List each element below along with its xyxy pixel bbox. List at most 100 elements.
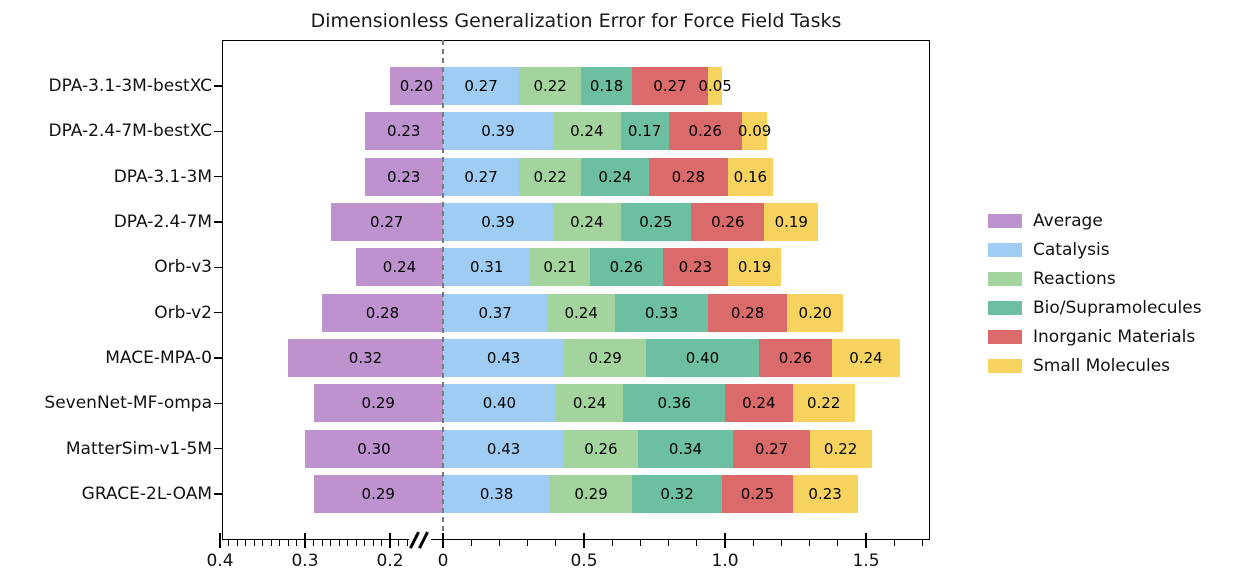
x-minor-tick xyxy=(296,540,297,546)
x-tick-label: 1.5 xyxy=(852,551,880,571)
bar-segment-catalysis xyxy=(443,248,531,287)
bar-value-label: 0.24 xyxy=(382,258,417,277)
legend-item: Average xyxy=(988,206,1202,235)
bar-segment-inorganic-materials xyxy=(631,67,709,105)
x-minor-tick xyxy=(338,540,340,546)
bar-segment-catalysis xyxy=(443,157,520,196)
bar-segment-average xyxy=(288,338,443,377)
bar-value-label: 0.26 xyxy=(688,122,722,141)
x-minor-tick xyxy=(498,540,500,546)
x-minor-tick xyxy=(837,540,839,546)
x-major-tick xyxy=(442,533,444,548)
bar-value-label: 0.38 xyxy=(479,484,514,503)
bar-value-label: 0.28 xyxy=(671,167,706,186)
bar-value-label: 0.26 xyxy=(584,439,618,458)
legend-swatch xyxy=(988,213,1022,228)
bar-value-label: 0.19 xyxy=(774,212,808,231)
bar-segment-inorganic-materials xyxy=(733,429,810,468)
x-major-tick xyxy=(583,533,585,548)
bar-segment-average xyxy=(390,67,443,105)
x-minor-tick xyxy=(611,540,613,546)
x-minor-tick xyxy=(921,540,923,546)
bar-value-label: 0.20 xyxy=(798,303,832,322)
y-tick-label: MACE-MPA-0 xyxy=(105,347,212,368)
bar-value-label: 0.25 xyxy=(639,212,673,231)
bar-value-label: 0.22 xyxy=(533,167,567,186)
bar-segment-inorganic-materials xyxy=(662,248,728,287)
bar-segment-catalysis xyxy=(443,293,548,332)
x-minor-tick xyxy=(470,540,472,546)
bar-segment-catalysis xyxy=(443,112,553,151)
x-minor-tick xyxy=(355,540,357,546)
y-tick-label: GRACE-2L-OAM xyxy=(81,483,212,504)
bar-segment-reactions xyxy=(555,384,624,423)
legend-item: Reactions xyxy=(988,264,1202,293)
bar-value-label: 0.22 xyxy=(533,77,567,95)
bar-value-label: 0.21 xyxy=(543,258,577,277)
bar-value-label: 0.24 xyxy=(849,348,883,367)
x-minor-tick xyxy=(236,540,238,546)
y-tick-label: Orb-v3 xyxy=(154,257,212,278)
bar-value-label: 0.43 xyxy=(486,348,521,367)
y-tick-mark xyxy=(214,447,222,450)
y-tick-label: Orb-v2 xyxy=(154,302,212,323)
y-tick-mark xyxy=(214,266,222,269)
bar-segment-bio-supramolecules xyxy=(637,429,734,468)
x-tick-label: 0.5 xyxy=(570,551,598,571)
bar-segment-small-molecules xyxy=(832,338,900,377)
bar-segment-inorganic-materials xyxy=(648,157,728,196)
x-major-tick xyxy=(219,533,221,548)
bar-value-label: 0.23 xyxy=(808,484,842,503)
bar-value-label: 0.27 xyxy=(653,77,687,95)
bar-segment-reactions xyxy=(564,338,647,377)
bar-value-label: 0.28 xyxy=(730,303,765,322)
bar-value-label: 0.29 xyxy=(574,484,608,503)
plot-area xyxy=(222,40,930,540)
y-tick-mark xyxy=(214,402,222,405)
bar-segment-reactions xyxy=(564,429,638,468)
axis-break-gap xyxy=(409,538,431,542)
bar-segment-bio-supramolecules xyxy=(581,157,649,196)
legend-label: Inorganic Materials xyxy=(1033,326,1196,347)
bar-value-label: 0.37 xyxy=(478,303,512,322)
x-minor-tick xyxy=(893,540,895,546)
bar-value-label: 0.43 xyxy=(486,439,521,458)
x-minor-tick xyxy=(372,540,374,546)
bar-segment-bio-supramolecules xyxy=(581,67,632,105)
bar-value-label: 0.24 xyxy=(570,212,604,231)
bar-segment-inorganic-materials xyxy=(708,293,788,332)
x-tick-label: 0 xyxy=(437,551,449,571)
bar-segment-reactions xyxy=(519,157,582,196)
x-minor-tick xyxy=(381,540,382,546)
bar-segment-catalysis xyxy=(443,338,565,377)
x-minor-tick xyxy=(347,540,348,546)
x-tick-label: 0.4 xyxy=(206,551,234,571)
x-tick-label: 1.0 xyxy=(711,551,739,571)
bar-segment-reactions xyxy=(550,474,632,513)
bar-segment-small-molecules xyxy=(792,474,858,513)
legend-item: Bio/Supramolecules xyxy=(988,293,1202,322)
bar-value-label: 0.28 xyxy=(365,303,400,322)
bar-value-label: 0.26 xyxy=(778,348,813,367)
bar-value-label: 0.34 xyxy=(668,439,703,458)
bar-segment-inorganic-materials xyxy=(691,202,765,241)
bar-segment-average xyxy=(330,202,443,241)
legend: Average Catalysis Reactions Bio/Supramolecu… xyxy=(988,206,1202,380)
bar-value-label: 0.31 xyxy=(470,258,504,277)
legend-swatch xyxy=(988,242,1022,257)
bar-value-label: 0.29 xyxy=(588,348,622,367)
bar-segment-average xyxy=(305,429,443,468)
bar-segment-bio-supramolecules xyxy=(646,338,759,377)
bar-value-label: 0.30 xyxy=(357,439,391,458)
bar-value-label: 0.25 xyxy=(740,484,775,503)
x-minor-tick xyxy=(809,540,811,546)
bar-segment-catalysis xyxy=(443,384,556,423)
bar-segment-inorganic-materials xyxy=(722,474,793,513)
bar-value-label: 0.24 xyxy=(572,394,607,413)
bar-segment-small-molecules xyxy=(792,384,855,423)
y-tick-mark xyxy=(214,357,222,359)
x-minor-tick xyxy=(253,540,255,546)
bar-segment-small-molecules xyxy=(727,248,782,287)
bar-value-label: 0.26 xyxy=(609,258,643,277)
